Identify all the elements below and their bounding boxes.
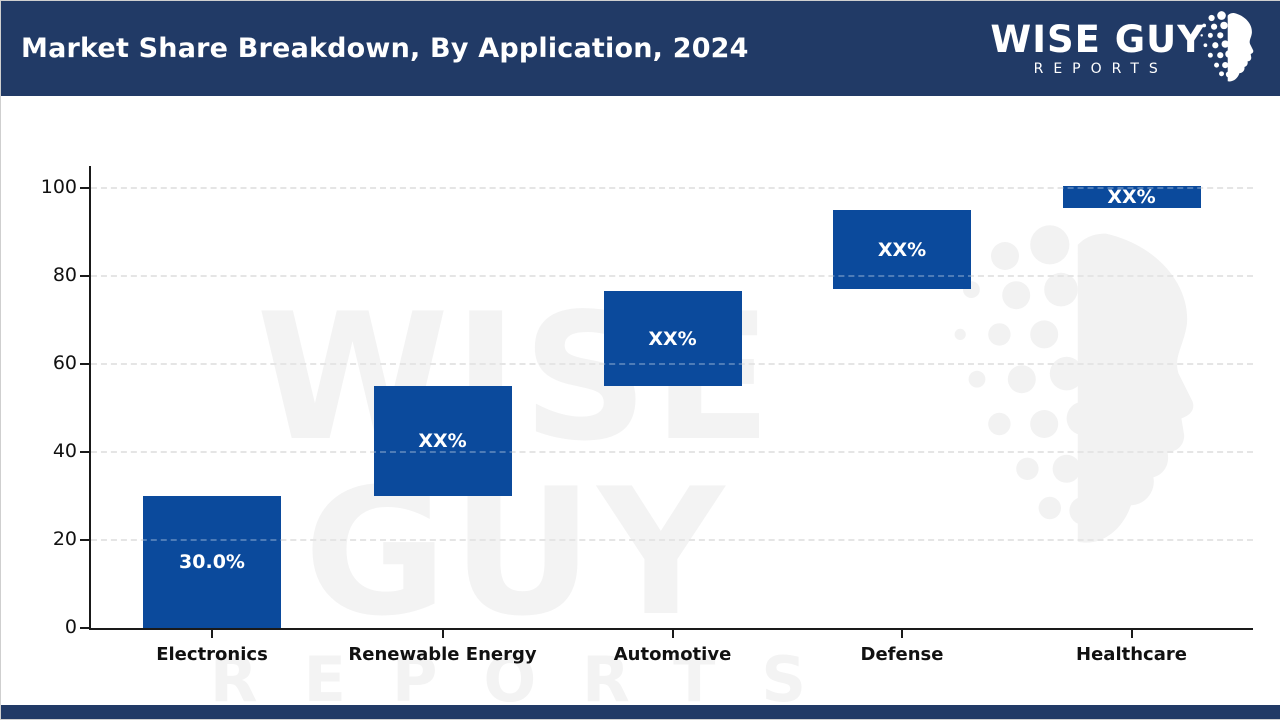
x-axis-category-label: Renewable Energy (348, 644, 537, 665)
header-bar: Market Share Breakdown, By Application, … (1, 1, 1280, 96)
y-axis-tick-label: 80 (52, 264, 77, 286)
bar-value-label: XX% (418, 430, 467, 452)
x-axis-tickmark (671, 630, 674, 638)
logo-wordmark: WISE GUY REPORTS (990, 21, 1205, 76)
gridline-overlay-60 (91, 363, 1253, 365)
x-axis-line (89, 628, 1253, 630)
y-axis-tickmark (80, 363, 89, 365)
gridline-overlay-40 (91, 451, 1253, 453)
bar-renewable-energy: XX% (373, 386, 512, 496)
wiseguy-logo: WISE GUY REPORTS (990, 10, 1255, 87)
y-axis-tickmark (80, 451, 89, 453)
bar-value-label: XX% (648, 327, 697, 350)
gridline-40 (91, 451, 1253, 453)
x-axis-category-label: Defense (860, 644, 944, 665)
gridline-overlay-80 (91, 275, 1253, 277)
x-axis-category-label: Electronics (156, 644, 268, 665)
gridline-20 (91, 539, 1253, 541)
footer-bar (1, 705, 1280, 719)
logo-line2: REPORTS (1033, 61, 1168, 77)
y-axis-tickmark (80, 539, 89, 541)
y-axis-tick-label: 40 (52, 440, 77, 462)
x-axis-tickmark (211, 630, 213, 638)
y-axis-tick-label: 0 (64, 616, 77, 638)
x-axis-tickmark (901, 630, 903, 638)
x-axis-category-label: Healthcare (1076, 644, 1187, 665)
x-axis-tickmark (441, 630, 444, 638)
gridline-80 (91, 275, 1253, 277)
logo-face-icon (1200, 10, 1254, 81)
bar-healthcare: XX% (1062, 185, 1201, 208)
y-axis-tickmark (80, 627, 89, 629)
logo-line1: WISE GUY (990, 18, 1205, 61)
bar-value-label: 30.0% (179, 551, 245, 573)
y-axis-tickmark (80, 187, 89, 189)
chart-canvas: WISE GUY REPORTS 0 20 40 60 80 100 30.0% XX% XX%… (1, 96, 1280, 707)
x-axis-category-label: Automotive (613, 644, 732, 665)
x-axis-tickmark (1130, 630, 1133, 638)
y-axis-tick-label: 20 (52, 528, 77, 550)
gridline-overlay-100 (91, 187, 1253, 189)
bar-value-label: XX% (1107, 185, 1156, 208)
bar-electronics: 30.0% (143, 496, 281, 628)
gridline-overlay-20 (91, 539, 1253, 541)
bar-defense: XX% (833, 210, 971, 290)
y-axis-tick-label: 100 (40, 176, 77, 198)
y-axis-line (89, 166, 91, 630)
bar-value-label: XX% (877, 238, 927, 261)
gridline-100 (91, 187, 1253, 189)
y-axis-tick-label: 60 (52, 352, 77, 374)
bar-automotive: XX% (603, 291, 742, 386)
y-axis-tickmark (80, 275, 89, 277)
chart-title: Market Share Breakdown, By Application, … (21, 33, 749, 64)
